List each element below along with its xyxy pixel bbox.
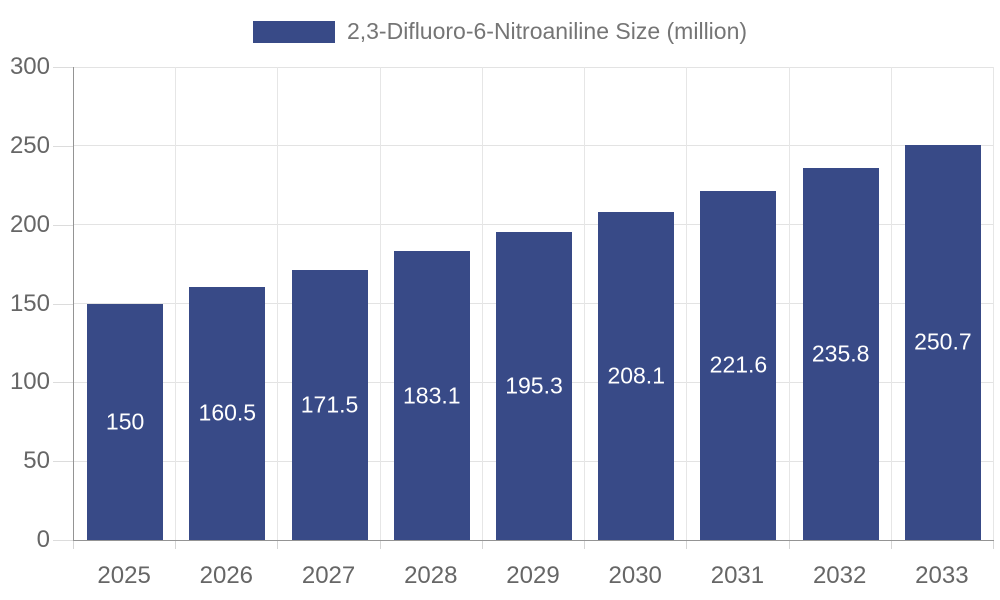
gridline-x-1 (175, 67, 177, 540)
x-tick-0 (73, 541, 74, 549)
bar-2032: 235.8 (802, 168, 879, 540)
y-axis-label-50: 50 (23, 447, 50, 475)
bar-value-label-2030: 208.1 (607, 362, 665, 389)
bar-2031: 221.6 (700, 190, 777, 540)
bar-value-label-2033: 250.7 (914, 328, 972, 355)
bar-2033: 250.7 (904, 144, 981, 540)
y-axis-label-0: 0 (36, 526, 50, 553)
plot-area: 150 160.5 171.5 183.1 195.3 208.1 221.6 235.8 25… (73, 66, 994, 541)
x-tick-8 (890, 541, 892, 549)
bar-value-label-2027: 171.5 (300, 391, 359, 418)
x-axis-label-2028: 2028 (404, 562, 458, 589)
x-axis-label-2031: 2031 (710, 562, 765, 589)
x-tick-4 (481, 541, 483, 549)
y-axis-label-100: 100 (9, 368, 50, 396)
y-tick-250 (53, 145, 73, 147)
x-tick-2 (277, 541, 279, 549)
x-tick-7 (788, 541, 790, 549)
gridline-x-2 (277, 67, 279, 540)
x-tick-1 (175, 541, 177, 549)
gridline-x-7 (788, 67, 790, 540)
bar-2026: 160.5 (189, 286, 266, 540)
y-tick-300 (53, 67, 73, 68)
x-axis-label-2029: 2029 (506, 562, 560, 589)
gridline-x-8 (890, 67, 892, 540)
legend-swatch (252, 20, 335, 43)
x-axis-label-2025: 2025 (97, 562, 151, 589)
bar-2025: 150 (87, 303, 164, 540)
y-axis-label-150: 150 (9, 289, 50, 317)
bar-2029: 195.3 (496, 232, 572, 540)
y-tick-50 (53, 461, 73, 463)
y-tick-100 (53, 382, 73, 384)
x-axis-label-2026: 2026 (199, 562, 254, 589)
x-tick-9 (993, 541, 994, 549)
bar-value-label-2032: 235.8 (811, 340, 870, 367)
x-tick-6 (686, 541, 688, 549)
gridline-x-5 (584, 67, 586, 540)
bar-value-label-2031: 221.6 (709, 351, 768, 378)
bar-2030: 208.1 (598, 211, 675, 540)
x-tick-3 (379, 541, 381, 549)
y-axis-label-300: 300 (9, 53, 50, 80)
x-axis-label-2027: 2027 (301, 562, 356, 589)
x-axis-label-2033: 2033 (915, 562, 969, 589)
x-axis-label-2030: 2030 (608, 562, 662, 589)
gridline-y-250 (74, 145, 994, 147)
bar-value-label-2029: 195.3 (505, 372, 563, 399)
legend-label: 2,3-Difluoro-6-Nitroaniline Size (millio… (346, 18, 748, 44)
gridline-y-200 (74, 224, 994, 226)
gridline-x-4 (481, 67, 483, 540)
bar-value-label-2028: 183.1 (402, 382, 461, 409)
x-axis-label-2032: 2032 (812, 562, 867, 589)
bar-2028: 183.1 (393, 251, 470, 540)
legend[interactable]: 2,3-Difluoro-6-Nitroaniline Size (millio… (0, 18, 1000, 45)
gridline-y-300 (74, 66, 994, 68)
y-axis-label-250: 250 (9, 131, 50, 159)
x-tick-5 (584, 541, 586, 549)
y-axis-label-200: 200 (9, 210, 50, 238)
bar-value-label-2026: 160.5 (198, 399, 257, 426)
y-tick-150 (53, 303, 73, 305)
bar-2027: 171.5 (291, 269, 368, 540)
gridline-x-3 (379, 67, 381, 540)
gridline-x-6 (686, 67, 688, 540)
y-tick-200 (53, 224, 73, 226)
bar-value-label-2025: 150 (105, 408, 145, 435)
gridline-x-9 (993, 67, 994, 540)
y-tick-0 (53, 540, 73, 541)
